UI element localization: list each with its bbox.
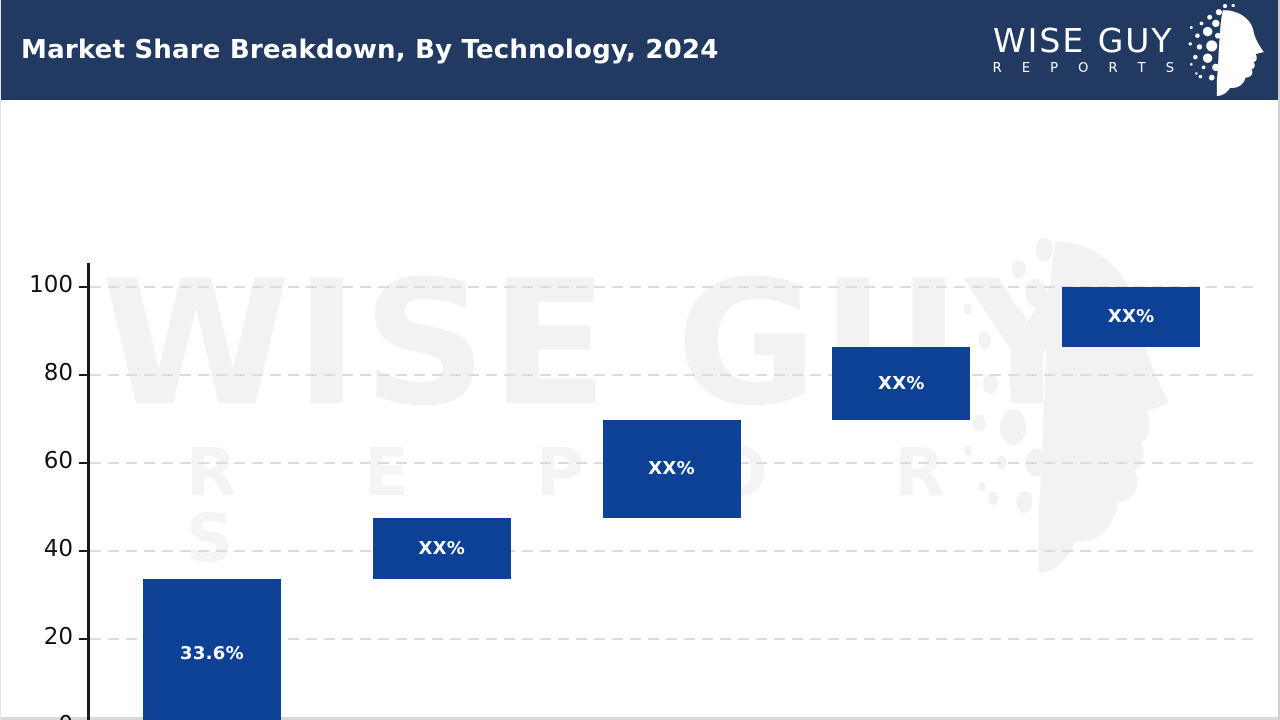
bar-value-label: XX%: [878, 372, 925, 394]
y-tick-label: 0: [13, 712, 73, 720]
footer-strip: [1, 717, 1278, 720]
y-tick-label: 80: [43, 360, 73, 386]
bar-segment: XX%: [602, 419, 741, 518]
y-tick-label: 40: [43, 536, 73, 562]
y-tick-mark: [79, 374, 87, 376]
head-profile-icon: [1188, 4, 1264, 96]
gridline-20: [90, 638, 1257, 640]
y-tick-mark: [79, 550, 87, 552]
waterfall-chart: 33.6%XX%XX%XX%XX% 020406080100Battery El…: [1, 100, 1278, 720]
y-tick-label: 100: [29, 272, 73, 298]
bar-segment: XX%: [372, 518, 511, 580]
y-tick-label: 60: [43, 448, 73, 474]
logo-line1: WISE GUY: [993, 21, 1174, 60]
bar-segment: XX%: [832, 346, 971, 420]
bar-segment: 33.6%: [143, 579, 281, 720]
y-axis-line: [87, 263, 90, 720]
bar-segment: XX%: [1062, 287, 1201, 347]
logo-line2: R E P O R T S: [992, 61, 1182, 76]
logo-wordmark: WISE GUY R E P O R T S: [985, 24, 1182, 76]
bar-value-label: XX%: [1107, 306, 1155, 328]
y-tick-mark: [79, 638, 87, 640]
bar-value-label: XX%: [418, 538, 466, 560]
page-title: Market Share Breakdown, By Technology, 2…: [21, 35, 719, 65]
y-tick-mark: [79, 462, 87, 464]
gridline-80: [90, 374, 1257, 376]
y-tick-mark: [79, 286, 87, 288]
gridline-100: [90, 286, 1257, 288]
bar-value-label: XX%: [648, 458, 695, 480]
gridline-40: [90, 550, 1257, 552]
y-tick-label: 20: [43, 624, 73, 650]
wise-guy-reports-logo: WISE GUY R E P O R T S: [985, 4, 1278, 96]
bar-value-label: 33.6%: [180, 642, 244, 664]
header-bar: Market Share Breakdown, By Technology, 2…: [1, 0, 1278, 100]
